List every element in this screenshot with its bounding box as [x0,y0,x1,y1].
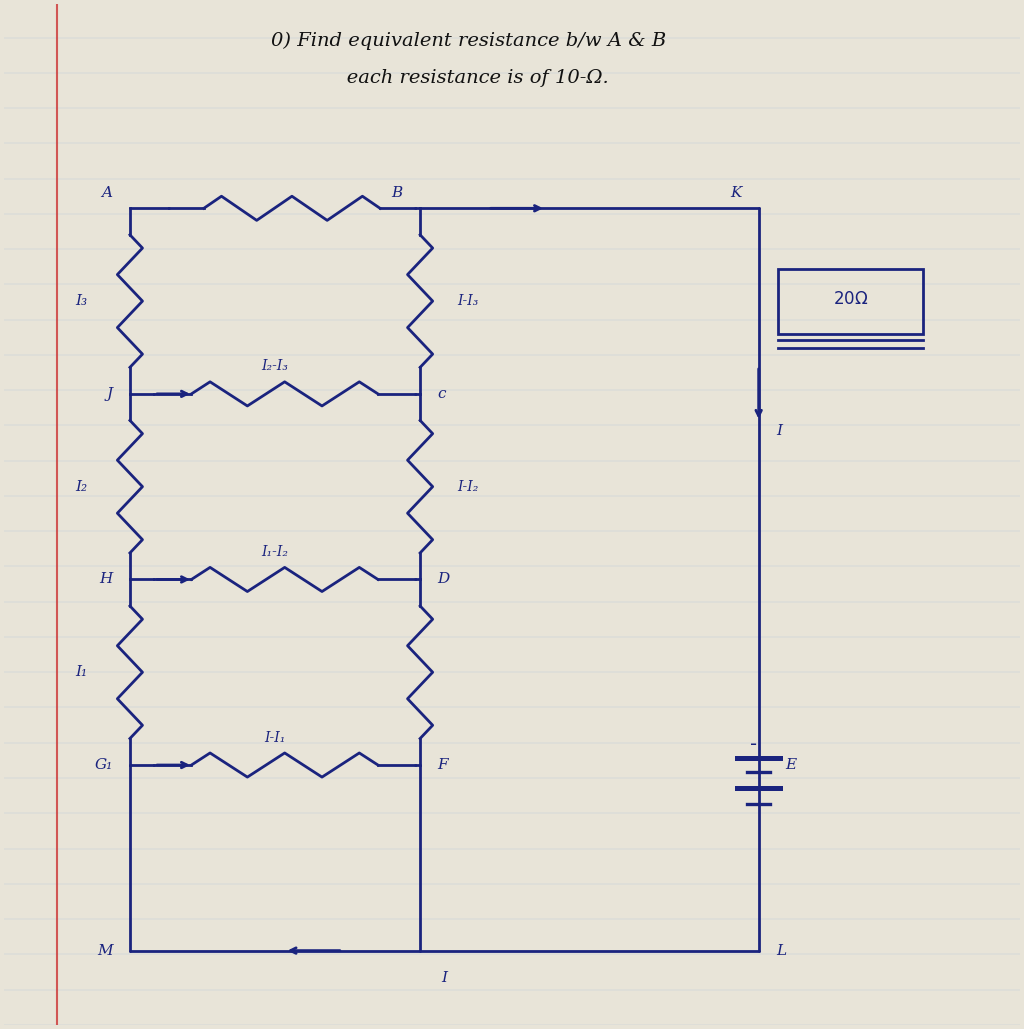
Text: F: F [437,758,449,772]
Text: K: K [730,186,741,200]
Text: I₃: I₃ [76,294,88,308]
Text: I: I [441,971,447,985]
Text: E: E [784,758,796,772]
Text: I₁: I₁ [76,665,88,679]
Text: G₁: G₁ [94,758,113,772]
Text: J: J [106,387,113,401]
Text: I₂-I₃: I₂-I₃ [261,359,289,374]
Text: I₁-I₂: I₁-I₂ [261,545,289,559]
Text: I-I₃: I-I₃ [457,294,478,308]
Text: c: c [437,387,446,401]
Text: I₂: I₂ [76,480,88,494]
Text: A: A [101,186,113,200]
Text: L: L [776,944,786,958]
Text: 0) Find equivalent resistance b/w A & B: 0) Find equivalent resistance b/w A & B [270,32,666,50]
Text: I: I [776,424,782,438]
Text: $20\Omega$: $20\Omega$ [833,291,868,308]
Text: each resistance is of 10-Ω.: each resistance is of 10-Ω. [328,69,609,87]
Text: B: B [391,186,402,200]
Text: I-I₂: I-I₂ [457,480,478,494]
Text: M: M [97,944,113,958]
Text: D: D [437,572,450,587]
Text: -: - [751,735,758,754]
Text: H: H [99,572,113,587]
Text: I-I₁: I-I₁ [264,731,286,745]
